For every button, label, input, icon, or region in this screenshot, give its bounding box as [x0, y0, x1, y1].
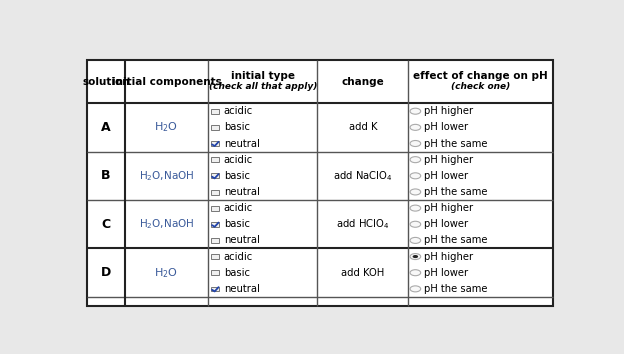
Text: acidic: acidic — [224, 155, 253, 165]
Text: basic: basic — [224, 219, 250, 229]
Text: basic: basic — [224, 268, 250, 278]
Text: acidic: acidic — [224, 106, 253, 116]
Text: acidic: acidic — [224, 252, 253, 262]
Text: $\mathrm{add\ NaClO_{4}}$: $\mathrm{add\ NaClO_{4}}$ — [333, 169, 392, 183]
Text: pH the same: pH the same — [424, 138, 488, 149]
Text: pH the same: pH the same — [424, 235, 488, 245]
Circle shape — [410, 173, 421, 179]
Bar — [210, 222, 219, 227]
Text: (check one): (check one) — [451, 82, 510, 91]
Bar — [210, 173, 219, 178]
Circle shape — [410, 238, 421, 244]
Text: $\mathregular{H_2O}$,NaOH: $\mathregular{H_2O}$,NaOH — [139, 169, 194, 183]
Circle shape — [410, 205, 421, 211]
Bar — [210, 270, 219, 275]
Text: pH lower: pH lower — [424, 268, 469, 278]
Text: basic: basic — [224, 171, 250, 181]
Text: neutral: neutral — [224, 284, 260, 294]
Text: pH lower: pH lower — [424, 122, 469, 132]
Text: pH higher: pH higher — [424, 252, 474, 262]
Text: neutral: neutral — [224, 187, 260, 197]
Text: neutral: neutral — [224, 235, 260, 245]
Text: add K: add K — [349, 122, 377, 132]
Text: $\mathregular{H_2O}$: $\mathregular{H_2O}$ — [155, 120, 178, 134]
Text: pH the same: pH the same — [424, 284, 488, 294]
Bar — [210, 254, 219, 259]
Bar — [210, 238, 219, 243]
Circle shape — [410, 141, 421, 147]
Text: (check all that apply): (check all that apply) — [208, 82, 317, 91]
Bar — [210, 125, 219, 130]
Circle shape — [410, 124, 421, 130]
Text: effect of change on pH: effect of change on pH — [413, 71, 548, 81]
Text: pH lower: pH lower — [424, 171, 469, 181]
Text: acidic: acidic — [224, 203, 253, 213]
Bar — [210, 286, 219, 291]
Text: D: D — [100, 266, 111, 279]
Bar — [210, 206, 219, 211]
Text: neutral: neutral — [224, 138, 260, 149]
Text: initial components: initial components — [112, 77, 222, 87]
Text: pH higher: pH higher — [424, 155, 474, 165]
Text: $\mathregular{H_2O}$,NaOH: $\mathregular{H_2O}$,NaOH — [139, 217, 194, 231]
Bar — [210, 157, 219, 162]
Text: pH higher: pH higher — [424, 106, 474, 116]
Circle shape — [410, 189, 421, 195]
Text: B: B — [101, 169, 110, 182]
Text: basic: basic — [224, 122, 250, 132]
Circle shape — [412, 255, 418, 258]
Text: $\mathrm{add\ HClO_{4}}$: $\mathrm{add\ HClO_{4}}$ — [336, 217, 389, 231]
Circle shape — [410, 270, 421, 276]
Text: change: change — [341, 77, 384, 87]
Bar — [210, 109, 219, 114]
Circle shape — [410, 286, 421, 292]
Circle shape — [410, 253, 421, 259]
Bar — [210, 141, 219, 146]
Circle shape — [410, 221, 421, 227]
Text: initial type: initial type — [231, 71, 295, 81]
Text: pH the same: pH the same — [424, 187, 488, 197]
Text: A: A — [101, 121, 110, 134]
Text: $\mathregular{H_2O}$: $\mathregular{H_2O}$ — [155, 266, 178, 280]
Text: solution: solution — [82, 77, 130, 87]
Text: pH higher: pH higher — [424, 203, 474, 213]
Bar — [210, 190, 219, 195]
Text: add KOH: add KOH — [341, 268, 384, 278]
Circle shape — [410, 108, 421, 114]
Text: C: C — [101, 218, 110, 231]
Text: pH lower: pH lower — [424, 219, 469, 229]
Circle shape — [410, 157, 421, 162]
